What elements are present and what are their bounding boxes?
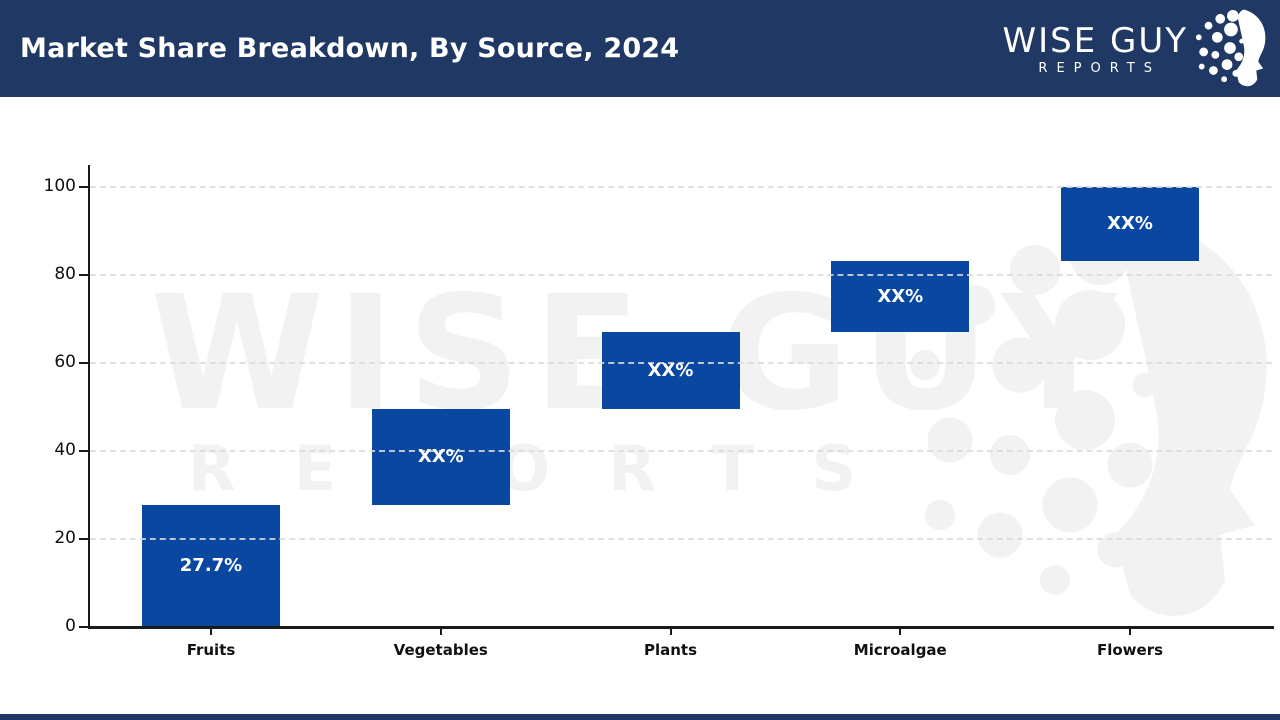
logo-text: WISE GUY REPORTS <box>1002 23 1188 76</box>
y-tick-40 <box>79 450 88 452</box>
page-title: Market Share Breakdown, By Source, 2024 <box>20 33 680 64</box>
bar-value-label: 27.7% <box>179 555 243 577</box>
bar-microalgae <box>831 260 970 333</box>
x-axis-label-flowers: Flowers <box>1096 641 1164 659</box>
logo-wordmark: WISE GUY <box>1002 20 1188 61</box>
y-tick-20 <box>79 538 88 540</box>
bar-vegetables <box>371 409 510 506</box>
header-bar: Market Share Breakdown, By Source, 2024 … <box>0 0 1280 97</box>
x-tick-plants <box>669 628 672 635</box>
footer-accent-bar <box>0 714 1280 720</box>
y-axis-spine <box>88 165 90 629</box>
bar-value-label: XX% <box>877 285 924 307</box>
y-tick-80 <box>79 274 88 276</box>
gridline-60 <box>90 362 1272 364</box>
gridline-100 <box>90 186 1272 188</box>
wise-guy-reports-logo: WISE GUY REPORTS <box>1002 6 1268 92</box>
y-tick-label-20: 20 <box>54 528 76 548</box>
x-axis-label-plants: Plants <box>643 641 698 659</box>
x-tick-microalgae <box>899 628 902 635</box>
bar-value-label: XX% <box>647 359 694 381</box>
x-tick-vegetables <box>439 628 442 635</box>
y-tick-label-0: 0 <box>65 616 76 636</box>
y-tick-100 <box>79 186 88 188</box>
x-axis-label-microalgae: Microalgae <box>853 641 947 659</box>
x-axis-label-vegetables: Vegetables <box>393 641 488 659</box>
watermark-subtext: REPORTS <box>188 432 915 505</box>
bar-value-label: XX% <box>417 446 464 468</box>
y-tick-label-100: 100 <box>43 176 76 196</box>
dotted-head-icon <box>1195 9 1266 87</box>
gridline-20 <box>90 538 1272 540</box>
y-tick-label-40: 40 <box>54 440 76 460</box>
y-tick-label-80: 80 <box>54 264 76 284</box>
y-tick-60 <box>79 362 88 364</box>
logo-subtext: REPORTS <box>1038 60 1162 76</box>
bar-plants <box>601 332 740 410</box>
gridline-40 <box>90 450 1272 452</box>
x-tick-fruits <box>210 628 212 635</box>
x-axis-spine <box>88 626 1274 629</box>
gridline-80 <box>90 274 1272 276</box>
x-tick-flowers <box>1129 628 1131 635</box>
bar-fruits <box>142 505 280 627</box>
y-tick-label-60: 60 <box>54 352 76 372</box>
bar-value-label: XX% <box>1107 212 1153 234</box>
y-tick-0 <box>79 626 88 628</box>
x-axis-label-fruits: Fruits <box>186 641 236 659</box>
